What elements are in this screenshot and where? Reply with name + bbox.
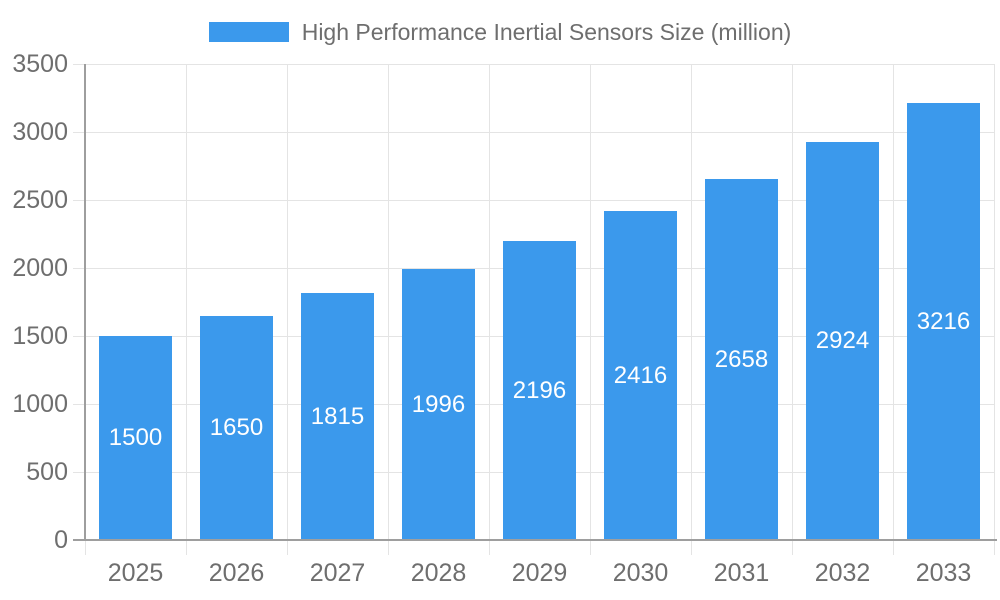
x-axis-line	[73, 539, 997, 541]
bar-value-label: 3216	[916, 308, 971, 335]
y-gridline	[85, 200, 994, 201]
x-axis-tick-label: 2033	[915, 559, 972, 587]
bar-value-label: 2924	[815, 327, 870, 354]
y-axis-tick-label: 0	[54, 526, 68, 554]
bar-value-label: 1650	[209, 414, 264, 441]
bar[interactable]	[99, 336, 172, 540]
x-gridline	[388, 64, 389, 540]
bar-value-label: 2658	[714, 346, 769, 373]
legend-item[interactable]: High Performance Inertial Sensors Size (…	[0, 14, 1000, 50]
x-gridline	[186, 64, 187, 540]
bar-value-label: 1996	[411, 391, 466, 418]
x-axis-tick	[893, 540, 894, 555]
y-axis-tick-label: 2500	[12, 186, 68, 214]
x-axis-tick	[287, 540, 288, 555]
y-axis-tick	[73, 336, 85, 337]
bar-value-label: 2196	[512, 377, 567, 404]
bar[interactable]	[806, 142, 879, 540]
x-axis-tick-label: 2029	[511, 559, 568, 587]
x-axis-tick	[489, 540, 490, 555]
x-gridline	[792, 64, 793, 540]
y-axis-tick	[73, 472, 85, 473]
x-axis-tick-label: 2027	[309, 559, 366, 587]
y-axis-tick-label: 500	[26, 458, 68, 486]
x-gridline	[489, 64, 490, 540]
y-axis-tick-label: 1500	[12, 322, 68, 350]
y-gridline	[85, 64, 994, 65]
x-axis-tick	[388, 540, 389, 555]
y-axis-tick-label: 3000	[12, 118, 68, 146]
y-axis-line	[84, 64, 86, 540]
bar-value-label: 2416	[613, 362, 668, 389]
x-gridline	[287, 64, 288, 540]
x-axis-tick-label: 2025	[107, 559, 164, 587]
bar[interactable]	[402, 269, 475, 540]
bar-value-label: 1500	[108, 424, 163, 451]
bar[interactable]	[200, 316, 273, 540]
bar-value-label: 1815	[310, 403, 365, 430]
bar[interactable]	[503, 241, 576, 540]
y-axis-tick	[73, 200, 85, 201]
x-axis-tick-label: 2031	[713, 559, 770, 587]
x-axis-tick	[994, 540, 995, 555]
x-axis-tick	[792, 540, 793, 555]
x-axis-tick-label: 2026	[208, 559, 265, 587]
y-axis-tick	[73, 132, 85, 133]
x-gridline	[994, 64, 995, 540]
x-gridline	[691, 64, 692, 540]
x-axis-tick-label: 2032	[814, 559, 871, 587]
y-axis-tick	[73, 64, 85, 65]
x-axis-tick	[590, 540, 591, 555]
bar[interactable]	[604, 211, 677, 540]
bar[interactable]	[301, 293, 374, 540]
bar[interactable]	[705, 179, 778, 540]
x-gridline	[590, 64, 591, 540]
x-axis-tick-label: 2030	[612, 559, 669, 587]
x-axis-tick-label: 2028	[410, 559, 467, 587]
y-axis-tick	[73, 268, 85, 269]
legend-swatch	[208, 22, 289, 42]
y-axis-tick-label: 1000	[12, 390, 68, 418]
legend-label: High Performance Inertial Sensors Size (…	[301, 18, 792, 45]
x-axis-tick	[85, 540, 86, 555]
x-axis-tick	[186, 540, 187, 555]
y-axis-tick	[73, 404, 85, 405]
y-axis-tick-label: 3500	[12, 50, 68, 78]
y-axis-tick-label: 2000	[12, 254, 68, 282]
bar[interactable]	[907, 103, 980, 540]
y-gridline	[85, 132, 994, 133]
x-gridline	[893, 64, 894, 540]
x-axis-tick	[691, 540, 692, 555]
